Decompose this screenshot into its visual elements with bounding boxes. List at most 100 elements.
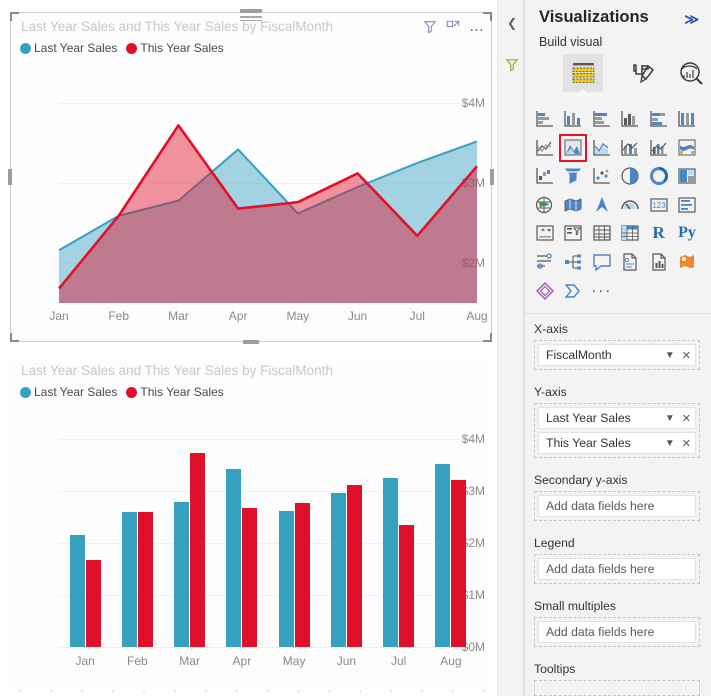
tab-build-visual[interactable] bbox=[563, 54, 603, 92]
chevron-down-icon[interactable]: ▼ bbox=[664, 437, 675, 449]
chevron-down-icon[interactable]: ▼ bbox=[664, 412, 675, 424]
viz-type-clustered-bar-chart[interactable] bbox=[591, 108, 613, 130]
legend-item-this-year[interactable]: This Year Sales bbox=[126, 385, 224, 399]
tab-format-visual[interactable] bbox=[625, 54, 665, 92]
viz-type-r-script-visual[interactable]: R bbox=[652, 223, 665, 243]
resize-handle-bottom-left[interactable] bbox=[10, 333, 19, 342]
chevron-left-icon[interactable]: ❮ bbox=[506, 16, 518, 30]
remove-field-icon[interactable]: ✕ bbox=[681, 412, 691, 425]
remove-field-icon[interactable]: ✕ bbox=[681, 349, 691, 362]
area-line-this-year[interactable] bbox=[57, 124, 478, 290]
viz-type-multi-row-card[interactable] bbox=[676, 194, 698, 216]
bar-last-year[interactable] bbox=[69, 534, 85, 647]
viz-type-100-percent-stacked-bar-chart[interactable] bbox=[648, 108, 670, 130]
viz-type-treemap[interactable] bbox=[676, 165, 698, 187]
area-line-last-year[interactable] bbox=[58, 140, 478, 252]
viz-type-line-and-stacked-column-chart[interactable] bbox=[619, 137, 641, 159]
viz-type-clustered-column-chart[interactable] bbox=[619, 108, 641, 130]
bar-this-year[interactable] bbox=[85, 559, 101, 647]
viz-type-slicer[interactable] bbox=[562, 222, 584, 244]
visual-drag-handle[interactable] bbox=[240, 9, 262, 21]
viz-type-line-and-clustered-column-chart[interactable] bbox=[648, 137, 670, 159]
well-empty-placeholder[interactable]: Add data fields here bbox=[538, 558, 696, 580]
visual-column-chart[interactable]: Last Year Sales and This Year Sales by F… bbox=[10, 356, 492, 690]
bar-this-year[interactable] bbox=[346, 484, 362, 647]
filters-pane-collapsed[interactable]: ❮ Filters bbox=[500, 0, 559, 696]
visual-header-toolbar[interactable]: … bbox=[423, 19, 485, 35]
well-dropzone[interactable]: Last Year Sales ▼ ✕ This Year Sales ▼ ✕ bbox=[534, 403, 700, 458]
bar-last-year[interactable] bbox=[383, 477, 399, 647]
area-fill-this-year[interactable] bbox=[59, 125, 477, 304]
bar-this-year[interactable] bbox=[451, 479, 467, 647]
legend-item-last-year[interactable]: Last Year Sales bbox=[20, 385, 117, 399]
viz-type-ribbon-chart[interactable] bbox=[676, 137, 698, 159]
filter-funnel-icon[interactable] bbox=[423, 20, 437, 34]
viz-type-arcgis-maps[interactable] bbox=[676, 251, 698, 273]
well-dropzone[interactable]: Add data fields here bbox=[534, 554, 700, 584]
resize-handle-left[interactable] bbox=[8, 169, 12, 185]
viz-type-stacked-area-chart[interactable] bbox=[591, 137, 613, 159]
well-empty-placeholder[interactable]: Add data fields here bbox=[538, 495, 696, 517]
viz-type-kpi[interactable] bbox=[534, 222, 556, 244]
viz-type-paginated-report[interactable] bbox=[648, 251, 670, 273]
viz-type-map[interactable] bbox=[534, 194, 556, 216]
field-chip[interactable]: Last Year Sales ▼ ✕ bbox=[538, 407, 696, 429]
resize-handle-right[interactable] bbox=[490, 169, 494, 185]
viz-type-key-influencers[interactable] bbox=[534, 251, 556, 273]
viz-type-pie-chart[interactable] bbox=[619, 165, 641, 187]
viz-type-funnel-chart[interactable] bbox=[562, 165, 584, 187]
bar-last-year[interactable] bbox=[330, 493, 346, 647]
visual-area-chart[interactable]: … Last Year Sales and This Year Sales by… bbox=[8, 9, 494, 344]
well-dropzone[interactable]: Add data fields here bbox=[534, 617, 700, 647]
viz-type-area-chart[interactable] bbox=[559, 133, 588, 162]
bar-this-year[interactable] bbox=[242, 507, 258, 647]
bar-this-year[interactable] bbox=[399, 525, 415, 647]
expand-pane-icon[interactable]: ≫ bbox=[684, 11, 699, 27]
area-chart-plot[interactable]: $2M $3M $4M Jan Feb Mar Apr May Jun Jul Aug bbox=[19, 79, 487, 329]
resize-handle-bottom-right[interactable] bbox=[483, 333, 492, 342]
viz-type-scatter-chart[interactable] bbox=[591, 165, 613, 187]
well-empty-placeholder[interactable]: Add data fields here bbox=[538, 621, 696, 643]
resize-handle-bottom[interactable] bbox=[243, 340, 259, 344]
bar-this-year[interactable] bbox=[294, 503, 310, 647]
viz-type-qna-visual[interactable] bbox=[591, 251, 613, 273]
viz-type-donut-chart[interactable] bbox=[648, 165, 670, 187]
viz-type-more-visuals[interactable]: ··· bbox=[591, 281, 613, 299]
viz-type-azure-map[interactable] bbox=[591, 194, 613, 216]
viz-type-smart-narrative[interactable] bbox=[619, 251, 641, 273]
viz-type-stacked-column-chart[interactable] bbox=[562, 108, 584, 130]
field-chip[interactable]: This Year Sales ▼ ✕ bbox=[538, 432, 696, 454]
viz-type-decomposition-tree[interactable] bbox=[562, 251, 584, 273]
viz-type-power-apps[interactable] bbox=[534, 280, 556, 302]
viz-type-power-automate[interactable] bbox=[562, 280, 584, 302]
focus-mode-icon[interactable] bbox=[446, 20, 460, 34]
viz-type-stacked-bar-chart[interactable] bbox=[534, 108, 556, 130]
viz-type-card[interactable]: 123 bbox=[648, 194, 670, 216]
viz-type-filled-map[interactable] bbox=[562, 194, 584, 216]
report-canvas[interactable]: … Last Year Sales and This Year Sales by… bbox=[0, 0, 497, 696]
resize-handle-top-right[interactable] bbox=[483, 12, 492, 21]
legend-item-last-year[interactable]: Last Year Sales bbox=[20, 41, 117, 55]
well-dropzone[interactable] bbox=[534, 680, 700, 696]
bar-last-year[interactable] bbox=[278, 510, 294, 647]
bar-last-year[interactable] bbox=[226, 468, 242, 647]
viz-type-100-percent-stacked-column-chart[interactable] bbox=[676, 108, 698, 130]
remove-field-icon[interactable]: ✕ bbox=[681, 437, 691, 450]
more-options-icon[interactable]: … bbox=[469, 18, 485, 35]
viz-type-matrix[interactable] bbox=[619, 222, 641, 244]
viz-type-gauge-chart[interactable] bbox=[619, 194, 641, 216]
bar-last-year[interactable] bbox=[435, 463, 451, 647]
bar-last-year[interactable] bbox=[121, 512, 137, 647]
well-dropzone[interactable]: FiscalMonth ▼ ✕ bbox=[534, 340, 700, 370]
resize-handle-top-left[interactable] bbox=[10, 12, 19, 21]
legend-item-this-year[interactable]: This Year Sales bbox=[126, 41, 224, 55]
bar-this-year[interactable] bbox=[137, 512, 153, 647]
tab-analytics[interactable] bbox=[671, 54, 711, 92]
viz-type-table[interactable] bbox=[591, 222, 613, 244]
viz-type-line-chart[interactable] bbox=[534, 137, 556, 159]
well-dropzone[interactable]: Add data fields here bbox=[534, 491, 700, 521]
viz-type-waterfall-chart[interactable] bbox=[534, 165, 556, 187]
bar-this-year[interactable] bbox=[190, 453, 206, 647]
filter-funnel-icon[interactable] bbox=[505, 58, 519, 72]
chevron-down-icon[interactable]: ▼ bbox=[664, 349, 675, 361]
